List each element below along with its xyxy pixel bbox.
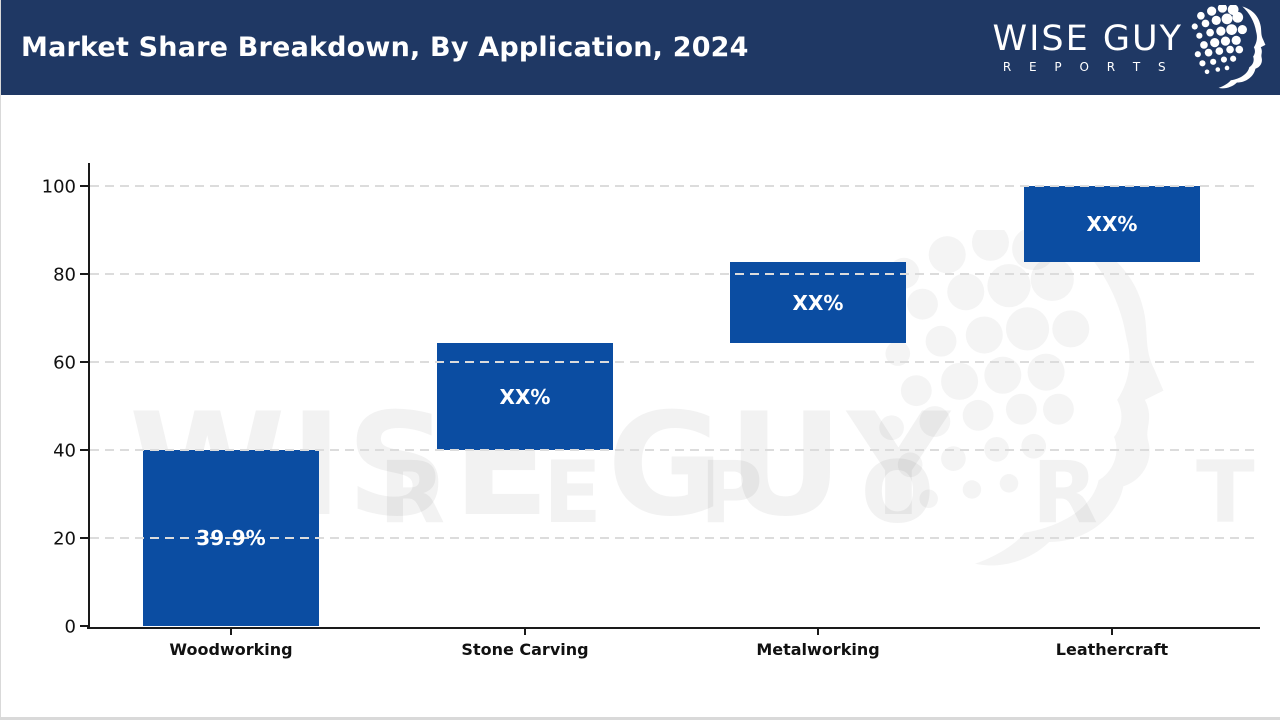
x-tick-mark — [524, 629, 526, 635]
wise-guy-reports-logo: WISE GUY R E P O R T S — [992, 4, 1267, 91]
header-bar: Market Share Breakdown, By Application, … — [1, 0, 1280, 95]
x-category-label: Leathercraft — [1055, 640, 1169, 659]
bar-segment — [1024, 186, 1200, 263]
y-tick-mark — [80, 537, 88, 539]
gridline — [90, 185, 1260, 187]
y-tick-label: 60 — [53, 352, 76, 374]
logo-text: WISE GUY R E P O R T S — [992, 18, 1183, 74]
bar-value-label: XX% — [499, 384, 551, 409]
y-tick-mark — [80, 449, 88, 451]
logo-face-icon — [1191, 4, 1266, 88]
gridline — [90, 273, 1260, 275]
y-tick-label: 20 — [53, 528, 76, 550]
bar-value-label: 39.9% — [196, 526, 266, 551]
x-tick-mark — [230, 629, 232, 635]
y-tick-label: 100 — [41, 176, 76, 198]
watermark-subtitle: R E P O R T S — [379, 443, 1280, 543]
gridline — [90, 537, 1260, 539]
y-tick-label: 40 — [53, 440, 76, 462]
y-tick-mark — [80, 185, 88, 187]
x-category-label: Stone Carving — [461, 640, 589, 659]
gridline — [90, 361, 1260, 363]
x-category-label: Woodworking — [169, 640, 293, 659]
y-tick-mark — [80, 273, 88, 275]
x-axis-line — [87, 627, 1260, 629]
bar-value-label: XX% — [792, 290, 844, 315]
bar-segment — [437, 343, 613, 451]
y-axis-line — [88, 163, 90, 629]
logo-subtitle: R E P O R T S — [1002, 59, 1173, 74]
y-tick-label: 80 — [53, 264, 76, 286]
bar-segment — [730, 262, 906, 344]
gridline — [90, 449, 1260, 451]
chart-title: Market Share Breakdown, By Application, … — [21, 32, 749, 63]
y-tick-mark — [80, 625, 88, 627]
x-category-label: Metalworking — [756, 640, 880, 659]
bar-value-label: XX% — [1086, 212, 1138, 237]
logo-wordmark: WISE GUY — [992, 18, 1183, 59]
y-tick-mark — [80, 361, 88, 363]
x-tick-mark — [817, 629, 819, 635]
chart-area: WISE GUY R E P O R T S 02040608010039.9%… — [1, 95, 1280, 717]
y-tick-label: 0 — [64, 616, 76, 638]
x-tick-mark — [1111, 629, 1113, 635]
